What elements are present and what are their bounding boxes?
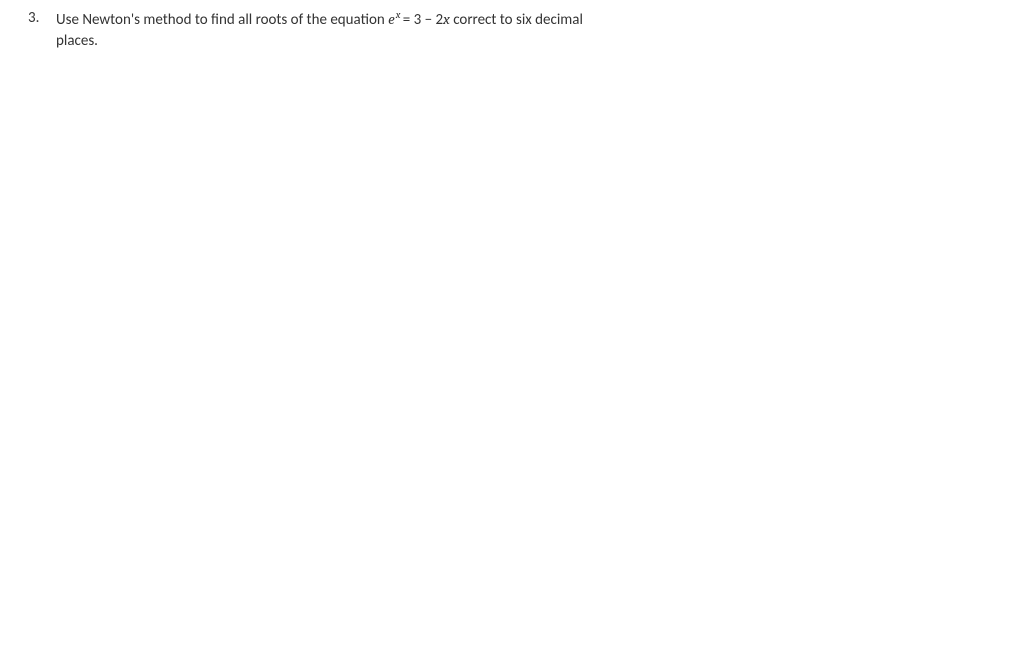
problem-content: Use Newton's method to find all roots of… [56,8,583,52]
problem-container: 3. Use Newton's method to find all roots… [0,8,1024,52]
problem-text-1: Use Newton's method to find all roots of… [56,11,388,29]
equation-base: e [388,10,395,28]
equation-variable: x [443,10,450,28]
problem-number: 3. [28,8,46,29]
problem-text-line2: places. [56,32,98,50]
equation-exponent: x [396,9,401,21]
equation-equals: = 3 − 2 [399,11,443,29]
problem-text-2: correct to six decimal [450,11,583,29]
